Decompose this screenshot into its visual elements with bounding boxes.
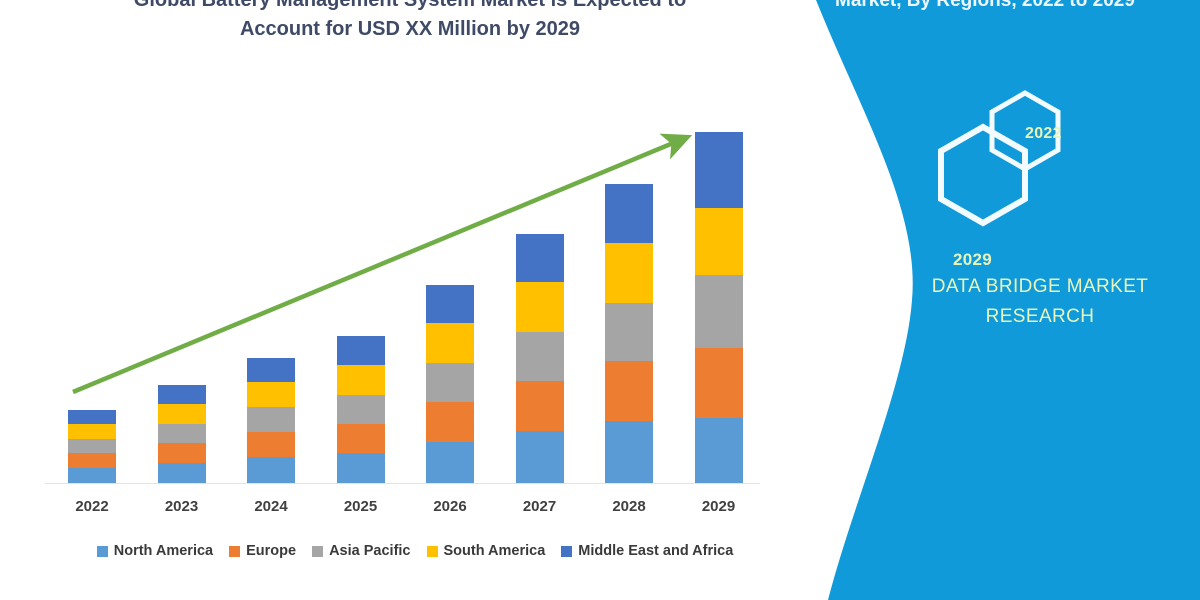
bar-2024[interactable] — [247, 358, 295, 483]
hexagon-big-2029 — [938, 123, 1028, 227]
bar-2023[interactable] — [157, 385, 206, 483]
page-title: Global Battery Management System Market … — [133, 0, 687, 40]
x-axis-label-2026: 2026 — [433, 498, 467, 515]
bar-segment-middle-east-and-africa[interactable] — [68, 410, 116, 424]
legend-swatch-icon — [96, 545, 108, 557]
bar-segment-south-america[interactable] — [68, 424, 116, 439]
bar-2022[interactable] — [68, 410, 116, 483]
legend-item-europe[interactable]: Europe — [229, 543, 296, 559]
legend-label: Asia Pacific — [329, 543, 411, 559]
x-axis-line — [45, 483, 760, 484]
legend-swatch-icon — [426, 545, 438, 557]
x-axis-label-2023: 2023 — [164, 498, 199, 515]
bar-segment-north-america[interactable] — [605, 421, 653, 483]
x-axis-label-2025: 2025 — [343, 498, 378, 515]
bar-segment-middle-east-and-africa[interactable] — [247, 358, 295, 382]
bar-segment-europe[interactable] — [605, 361, 653, 421]
bar-2027[interactable] — [515, 234, 564, 483]
bar-segment-middle-east-and-africa[interactable] — [426, 285, 474, 323]
bar-2029[interactable] — [694, 132, 743, 483]
bar-segment-middle-east-and-africa[interactable] — [694, 132, 743, 208]
bar-segment-north-america[interactable] — [426, 442, 474, 483]
bar-segment-south-america[interactable] — [336, 365, 385, 395]
bar-segment-asia-pacific[interactable] — [515, 332, 564, 381]
legend-item-south-america[interactable]: South America — [426, 543, 546, 559]
legend-item-middle-east-and-africa[interactable]: Middle East and Africa — [561, 543, 733, 559]
bar-segment-middle-east-and-africa[interactable] — [157, 385, 206, 404]
x-axis-label-2027: 2027 — [522, 498, 557, 515]
bar-segment-south-america[interactable] — [605, 243, 653, 303]
bar-segment-europe[interactable] — [426, 402, 474, 442]
bar-segment-europe[interactable] — [694, 348, 743, 418]
hexagon-big-label: 2029 — [953, 250, 993, 269]
bar-segment-north-america[interactable] — [68, 468, 116, 483]
bar-segment-middle-east-and-africa[interactable] — [336, 336, 385, 365]
bar-segment-north-america[interactable] — [157, 463, 206, 483]
legend-label: Middle East and Africa — [578, 543, 734, 559]
bar-2025[interactable] — [336, 336, 385, 483]
bar-segment-south-america[interactable] — [157, 404, 206, 424]
legend-label: Europe — [246, 543, 297, 559]
bar-segment-asia-pacific[interactable] — [426, 363, 474, 402]
bar-segment-middle-east-and-africa[interactable] — [605, 184, 653, 243]
legend-swatch-icon — [312, 545, 324, 557]
bar-2026[interactable] — [426, 285, 474, 483]
bar-segment-europe[interactable] — [247, 432, 295, 457]
bar-segment-asia-pacific[interactable] — [68, 439, 116, 453]
panel-heading: Market, By Regions, 2022 to 2029 — [835, 0, 1135, 11]
bar-segment-middle-east-and-africa[interactable] — [515, 234, 564, 282]
x-axis-labels: 2022 2023 2024 2025 2026 2027 2028 2029 — [0, 498, 800, 522]
legend-label: North America — [113, 543, 214, 559]
bar-segment-europe[interactable] — [515, 381, 564, 431]
bar-segment-asia-pacific[interactable] — [694, 275, 743, 348]
bar-segment-north-america[interactable] — [515, 431, 564, 483]
bar-segment-europe[interactable] — [336, 424, 385, 453]
x-axis-label-2029: 2029 — [701, 498, 736, 515]
x-axis-label-2022: 2022 — [75, 498, 109, 515]
hexagon-outlines — [938, 90, 1061, 227]
bar-segment-asia-pacific[interactable] — [336, 395, 385, 424]
chart-legend: North America Europe Asia Pacific South Ame… — [45, 540, 785, 562]
chart-plot-area: 2022 2023 2024 2025 2026 2027 2028 2029 — [0, 132, 800, 522]
bar-segment-north-america[interactable] — [336, 453, 385, 483]
bar-segment-europe[interactable] — [68, 453, 116, 468]
bar-segment-south-america[interactable] — [515, 282, 564, 332]
bar-2028[interactable] — [605, 184, 653, 483]
legend-swatch-icon — [561, 545, 573, 557]
bar-segment-north-america[interactable] — [247, 457, 295, 483]
bar-segment-asia-pacific[interactable] — [157, 424, 206, 443]
bar-segment-north-america[interactable] — [694, 418, 743, 483]
legend-item-asia-pacific[interactable]: Asia Pacific — [312, 543, 411, 559]
bar-segment-asia-pacific[interactable] — [247, 407, 295, 432]
legend-swatch-icon — [229, 545, 241, 557]
legend-item-north-america[interactable]: North America — [96, 543, 214, 559]
bar-segment-south-america[interactable] — [247, 382, 295, 407]
hexagon-small-label: 2022 — [1025, 125, 1062, 142]
hexagon-group: 2022 2029 — [925, 85, 1125, 269]
bar-segment-asia-pacific[interactable] — [605, 303, 653, 361]
legend-label: South America — [443, 543, 546, 559]
x-axis-label-2024: 2024 — [254, 498, 288, 515]
bar-segment-europe[interactable] — [157, 443, 206, 463]
bar-segment-south-america[interactable] — [694, 208, 743, 275]
bar-segment-south-america[interactable] — [426, 323, 474, 363]
x-axis-label-2028: 2028 — [612, 498, 646, 515]
brand-name: DATA BRIDGE MARKET RESEARCH — [931, 276, 1149, 327]
